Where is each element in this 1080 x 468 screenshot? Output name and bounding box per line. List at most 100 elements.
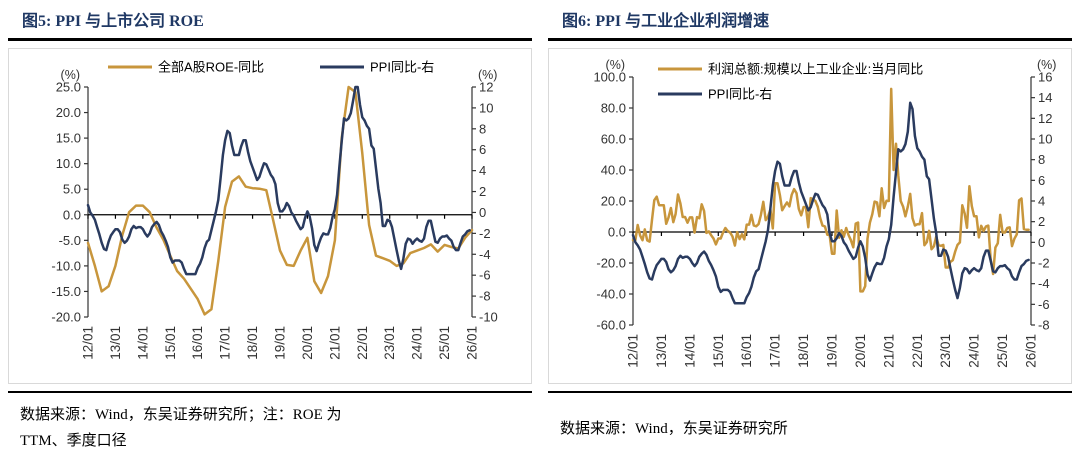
right-axis-tick-label: -8	[1038, 318, 1050, 333]
fig6-source-line1: 数据来源：Wind，东吴证券研究所	[560, 421, 788, 437]
fig5-source-note: 数据来源：Wind，东吴证券研究所；注：ROE 为 TTM、季度口径	[20, 402, 526, 454]
left-axis-tick-label: -10.0	[51, 258, 81, 273]
right-axis-tick-label: 6	[1038, 173, 1045, 188]
x-axis-tick-label: 16/01	[190, 326, 205, 360]
left-axis-tick-label: 100.0	[593, 70, 626, 85]
fig6-chart: 100.0 80.0 60.0 40.0 20.0 0.0 -20.0 -40.0 -60.0 (…	[548, 48, 1072, 384]
x-axis-tick-label: 21/01	[881, 334, 896, 368]
fig6-footer-divider	[548, 391, 1072, 393]
legend-label-0: 全部A股ROE-同比	[158, 60, 264, 75]
right-axis-tick-label: -4	[479, 247, 491, 262]
x-axis-tick-label: 17/01	[218, 326, 233, 360]
fig6-title: 图6: PPI 与工业企业利润增速	[562, 13, 770, 30]
left-axis-tick-label: 0.0	[63, 207, 81, 222]
left-axis-unit-label: (%)	[606, 58, 625, 72]
x-axis-tick-label: 25/01	[995, 334, 1010, 368]
right-axis-tick-label: -6	[479, 268, 491, 283]
right-axis-unit-label: (%)	[1037, 58, 1056, 72]
right-axis-tick-label: 0	[479, 205, 486, 220]
left-axis-tick-label: 0.0	[608, 225, 626, 240]
chart-frame	[548, 48, 1072, 384]
left-axis-tick-label: 60.0	[601, 132, 626, 147]
x-axis-tick-label: 24/01	[967, 334, 982, 368]
right-axis-tick-label: 4	[479, 163, 486, 178]
right-axis-tick-label: 14	[1038, 90, 1052, 105]
legend-label-0: 利润总额:规模以上工业企业:当月同比	[708, 62, 923, 77]
left-axis-tick-label: 80.0	[601, 101, 626, 116]
right-axis-tick-label: 8	[479, 121, 486, 136]
right-axis-tick-label: -8	[479, 289, 491, 304]
x-axis-tick-label: 19/01	[273, 326, 288, 360]
left-axis-tick-label: 20.0	[601, 194, 626, 209]
right-axis-unit-label: (%)	[478, 68, 497, 82]
left-axis-tick-label: -20.0	[596, 256, 626, 271]
right-axis-tick-label: 4	[1038, 194, 1045, 209]
right-axis-tick-label: 16	[1038, 70, 1052, 85]
x-axis-tick-label: 23/01	[938, 334, 953, 368]
x-axis-tick-label: 15/01	[711, 334, 726, 368]
right-axis-tick-label: 10	[479, 100, 493, 115]
left-axis-tick-label: 20.0	[56, 105, 81, 120]
left-axis-tick-label: 10.0	[56, 156, 81, 171]
x-axis-tick-label: 24/01	[410, 326, 425, 360]
x-axis-tick-label: 20/01	[853, 334, 868, 368]
left-axis-tick-label: 5.0	[63, 182, 81, 197]
left-axis-tick-label: -5.0	[59, 233, 81, 248]
right-axis-tick-label: 6	[479, 142, 486, 157]
legend-label-1: PPI同比-右	[370, 60, 434, 75]
left-axis-tick-label: -60.0	[596, 318, 626, 333]
left-axis-tick-label: 40.0	[601, 163, 626, 178]
series-line-gold	[86, 85, 474, 316]
right-axis-tick-label: 2	[1038, 214, 1045, 229]
x-axis-tick-label: 21/01	[327, 326, 342, 360]
right-axis-tick-label: 12	[479, 80, 493, 95]
fig5-footer-divider	[8, 391, 532, 393]
x-axis-tick-label: 17/01	[768, 334, 783, 368]
fig5-title-divider	[8, 38, 532, 41]
x-axis-tick-label: 13/01	[654, 334, 669, 368]
panel-fig6: 图6: PPI 与工业企业利润增速 100.0 80.0 60.0 40.0 20.0 0…	[548, 0, 1072, 468]
x-axis-tick-label: 25/01	[437, 326, 452, 360]
right-axis-tick-label: -6	[1038, 297, 1050, 312]
x-axis-tick-label: 22/01	[910, 334, 925, 368]
x-axis-tick-label: 14/01	[682, 334, 697, 368]
left-axis-tick-label: -40.0	[596, 287, 626, 302]
series-line-gold	[631, 87, 1030, 293]
x-axis-tick-label: 26/01	[1024, 334, 1039, 368]
left-axis-unit-label: (%)	[61, 68, 80, 82]
panel-fig5: 图5: PPI 与上市公司 ROE 25.0 20.0 15.0 10.0 5.0 0.0…	[8, 0, 532, 468]
x-axis-tick-label: 13/01	[108, 326, 123, 360]
x-axis-tick-label: 26/01	[465, 326, 480, 360]
right-axis-tick-label: -4	[1038, 276, 1050, 291]
left-axis-tick-label: -20.0	[51, 310, 81, 325]
fig6-source-note: 数据来源：Wind，东吴证券研究所	[560, 416, 1066, 442]
right-axis-tick-label: 8	[1038, 152, 1045, 167]
x-axis-tick-label: 15/01	[163, 326, 178, 360]
fig6-title-divider	[548, 38, 1072, 41]
fig5-chart: 25.0 20.0 15.0 10.0 5.0 0.0 -5.0 -10.0 -15.0 -20.…	[8, 48, 532, 384]
x-axis-tick-label: 14/01	[135, 326, 150, 360]
x-axis-tick-label: 12/01	[626, 334, 641, 368]
fig5-source-line2: TTM、季度口径	[20, 433, 127, 449]
right-axis-tick-label: -10	[479, 310, 498, 325]
x-axis-tick-label: 18/01	[245, 326, 260, 360]
legend-label-1: PPI同比-右	[708, 87, 772, 102]
series-line-navy	[86, 85, 471, 276]
x-axis-tick-label: 19/01	[825, 334, 840, 368]
right-axis-tick-label: 0	[1038, 235, 1045, 250]
right-axis-tick-label: -2	[479, 226, 491, 241]
right-axis-tick-label: 2	[479, 184, 486, 199]
x-axis-tick-label: 12/01	[81, 326, 96, 360]
fig5-title: 图5: PPI 与上市公司 ROE	[22, 13, 204, 30]
right-axis-tick-label: -2	[1038, 256, 1050, 271]
x-axis-tick-label: 16/01	[739, 334, 754, 368]
left-axis-tick-label: 25.0	[56, 80, 81, 95]
right-axis-tick-label: 12	[1038, 111, 1052, 126]
fig5-source-line1: 数据来源：Wind，东吴证券研究所；注：ROE 为	[20, 407, 342, 423]
x-axis-tick-label: 23/01	[382, 326, 397, 360]
series-line-navy	[631, 101, 1030, 305]
x-axis-tick-label: 18/01	[796, 334, 811, 368]
chart-frame	[8, 48, 532, 384]
left-axis-tick-label: 15.0	[56, 131, 81, 146]
